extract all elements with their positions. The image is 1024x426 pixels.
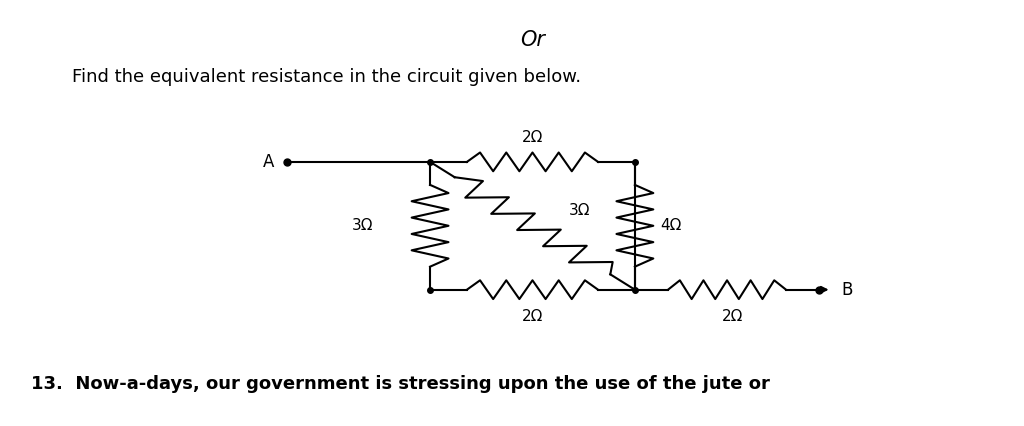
Text: 4Ω: 4Ω <box>660 218 682 233</box>
Text: 13.  Now-a-days, our government is stressing upon the use of the jute or: 13. Now-a-days, our government is stress… <box>31 375 770 393</box>
Text: 2Ω: 2Ω <box>722 309 742 324</box>
Text: B: B <box>842 281 853 299</box>
Text: 3Ω: 3Ω <box>352 218 374 233</box>
Text: Find the equivalent resistance in the circuit given below.: Find the equivalent resistance in the ci… <box>72 68 581 86</box>
Text: 2Ω: 2Ω <box>522 309 543 324</box>
Text: Or: Or <box>520 30 545 50</box>
Text: 3Ω: 3Ω <box>568 203 590 219</box>
Text: A: A <box>263 153 274 171</box>
Text: 2Ω: 2Ω <box>522 130 543 145</box>
